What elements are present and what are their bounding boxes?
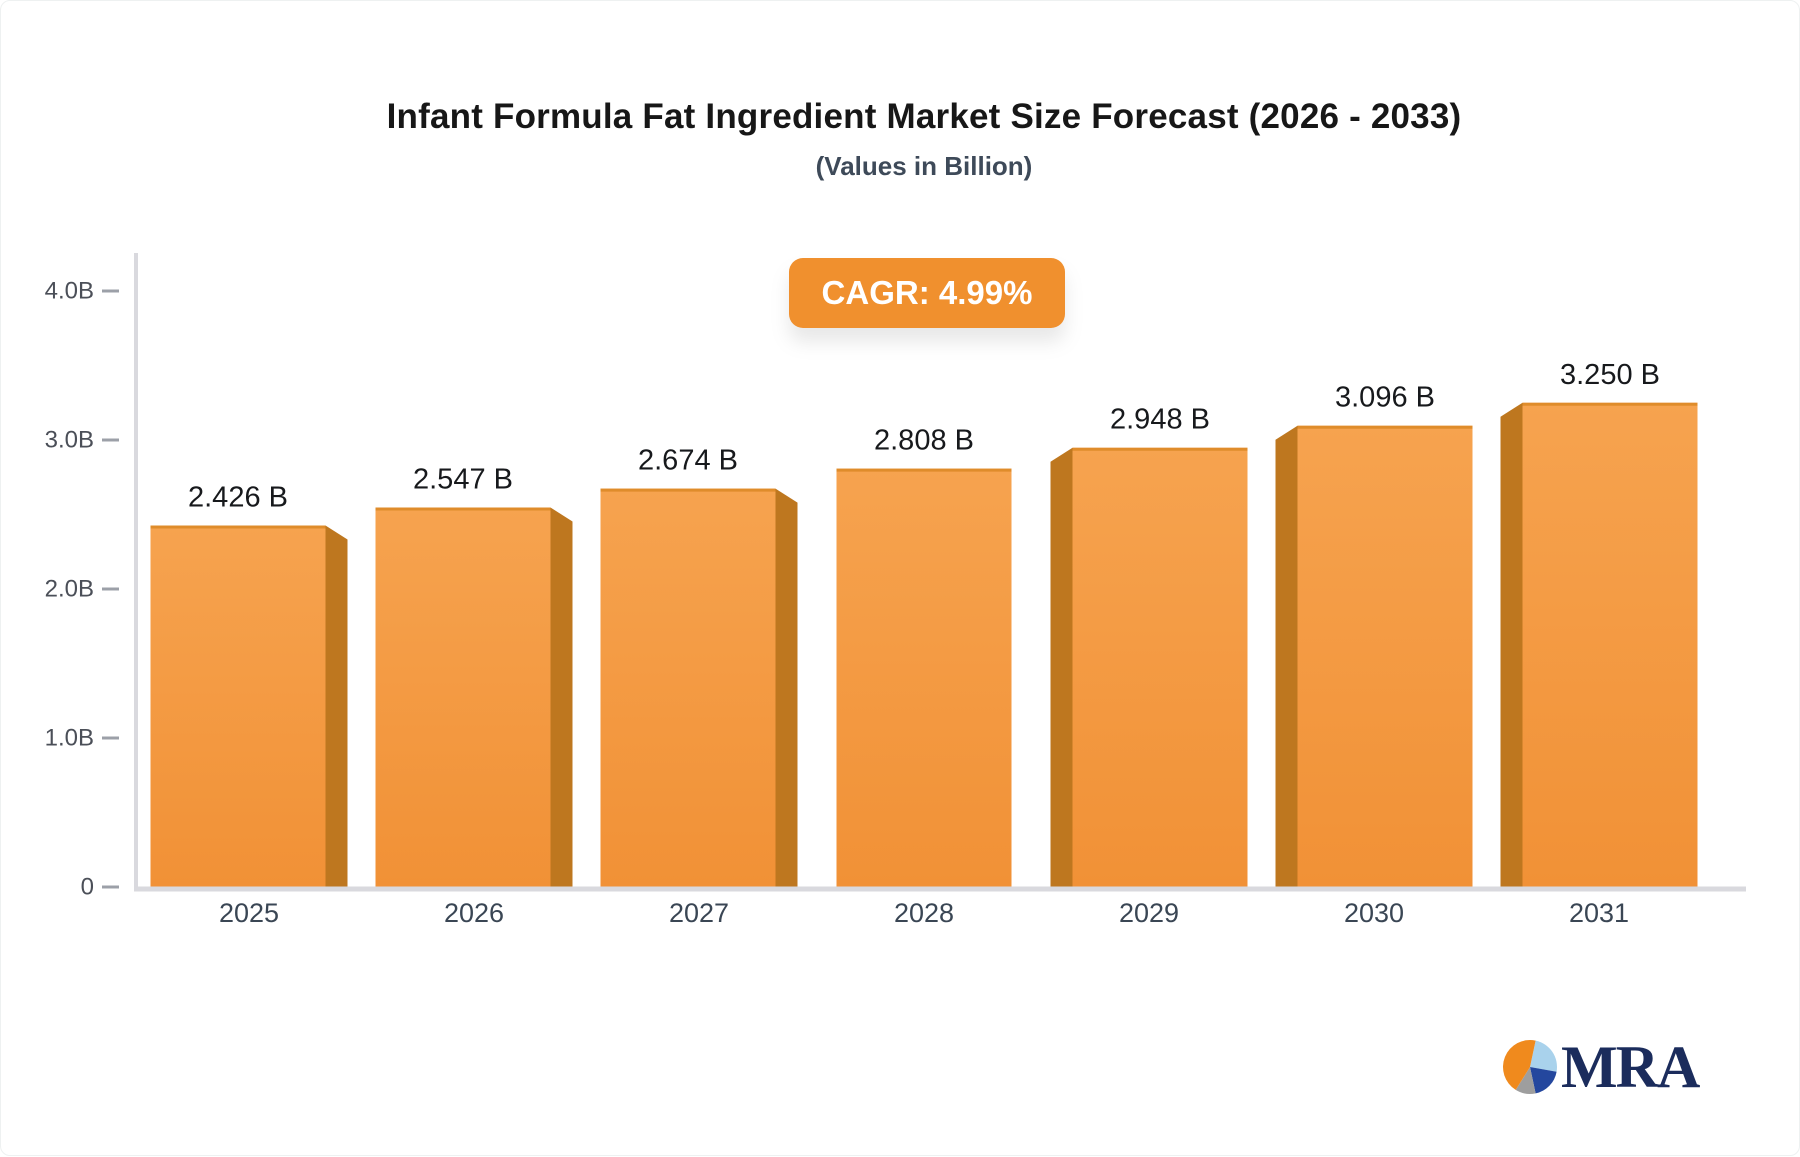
y-axis-tick-label: 1.0B bbox=[45, 725, 94, 752]
bar-group-2028: 2.808 B 2028 bbox=[836, 425, 1012, 928]
bar-group-2027: 2.674 B 2027 bbox=[600, 445, 798, 928]
x-axis-label: 2031 bbox=[1569, 898, 1629, 928]
pie-slice-gray bbox=[1515, 1067, 1536, 1094]
bar-face bbox=[150, 525, 326, 887]
bar-value-label: 2.948 B bbox=[1110, 404, 1210, 436]
pie-slice-lightblue bbox=[1530, 1040, 1557, 1072]
bar-group-2029: 2.948 B 2029 bbox=[1050, 404, 1248, 928]
x-axis-label: 2025 bbox=[219, 898, 279, 928]
bar-group-2025: 2.426 B 2025 bbox=[150, 482, 348, 928]
bar-value-label: 3.250 B bbox=[1560, 359, 1660, 391]
x-axis-label: 2028 bbox=[894, 898, 954, 928]
pie-slice-navy bbox=[1530, 1067, 1557, 1094]
bar-side-3d bbox=[550, 507, 573, 887]
y-axis-tick-label: 3.0B bbox=[45, 427, 94, 454]
mra-logo: MRA bbox=[1502, 1034, 1700, 1100]
bar-value-label: 2.547 B bbox=[413, 463, 513, 495]
y-axis-tick-label: 4.0B bbox=[45, 278, 94, 305]
bar-value-label: 2.674 B bbox=[638, 445, 738, 477]
y-axis-tick-label: 0 bbox=[81, 874, 94, 901]
bar-face bbox=[1522, 402, 1698, 887]
bar-face bbox=[836, 468, 1012, 887]
x-axis-label: 2029 bbox=[1119, 898, 1179, 928]
chart-subtitle: (Values in Billion) bbox=[815, 151, 1033, 181]
y-axis-tick-label: 2.0B bbox=[45, 576, 94, 603]
bar-group-2026: 2.547 B 2026 bbox=[375, 463, 573, 928]
mra-logo-pie-icon bbox=[1503, 1040, 1557, 1094]
bar-value-label: 2.808 B bbox=[874, 425, 974, 457]
mra-logo-text: MRA bbox=[1561, 1034, 1700, 1100]
x-axis-label: 2030 bbox=[1344, 898, 1404, 928]
bar-value-label: 2.426 B bbox=[188, 482, 288, 514]
bar-side-3d bbox=[1275, 425, 1298, 887]
bar-group-2030: 3.096 B 2030 bbox=[1275, 382, 1473, 928]
bar-side-3d bbox=[1500, 402, 1523, 887]
bar-side-3d bbox=[1050, 447, 1073, 887]
chart-title: Infant Formula Fat Ingredient Market Siz… bbox=[386, 97, 1462, 136]
bar-side-3d bbox=[325, 525, 348, 887]
x-axis-label: 2027 bbox=[669, 898, 729, 928]
cagr-badge: CAGR: 4.99% bbox=[789, 258, 1065, 328]
x-axis-label: 2026 bbox=[444, 898, 504, 928]
bar-face bbox=[375, 507, 551, 887]
bar-face bbox=[600, 488, 776, 887]
bar-group-2031: 3.250 B 2031 bbox=[1500, 359, 1698, 928]
bar-face bbox=[1072, 447, 1248, 887]
bar-face bbox=[1297, 425, 1473, 887]
pie-slice-orange bbox=[1503, 1040, 1536, 1090]
bar-side-3d bbox=[775, 488, 798, 887]
bar-value-label: 3.096 B bbox=[1335, 382, 1435, 414]
